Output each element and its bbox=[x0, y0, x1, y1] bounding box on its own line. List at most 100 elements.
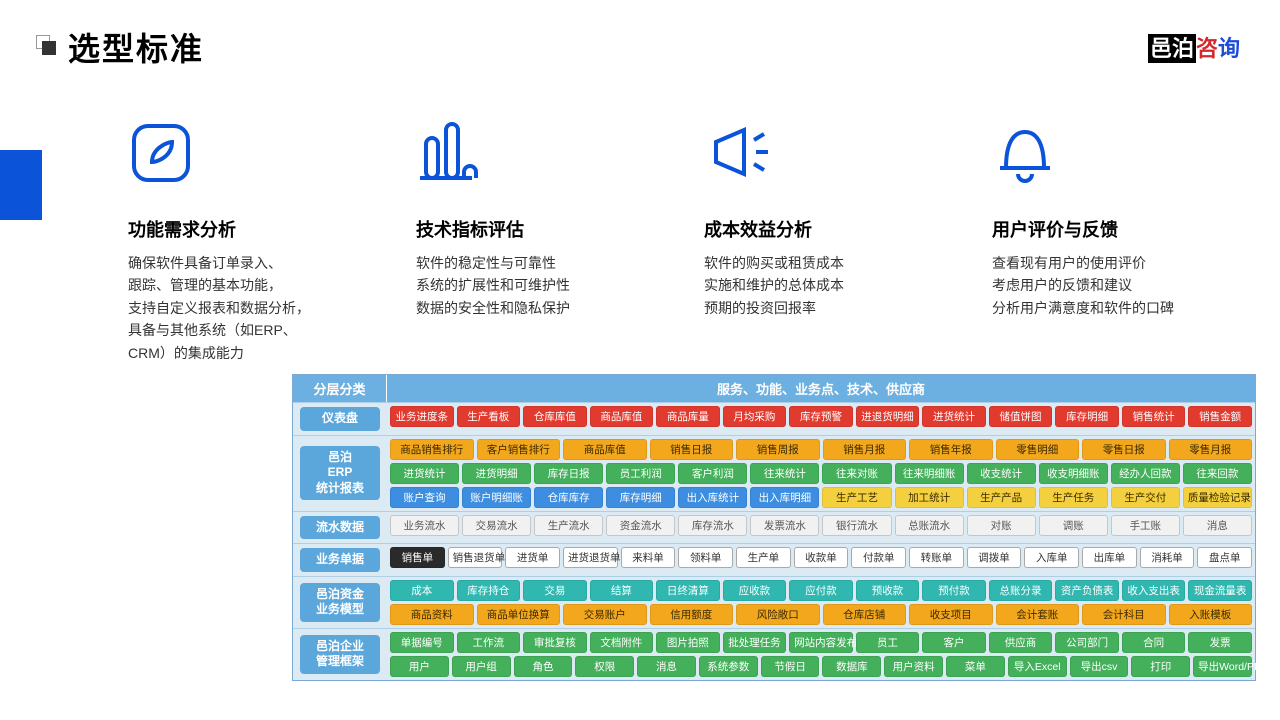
tag: 仓库店铺 bbox=[823, 604, 907, 625]
diagram-row-label-cell: 邑泊 ERP 统计报表 bbox=[293, 436, 387, 511]
tag: 发票流水 bbox=[750, 515, 819, 536]
tag: 出入库统计 bbox=[678, 487, 747, 508]
tag: 交易流水 bbox=[462, 515, 531, 536]
tag: 客户 bbox=[922, 632, 986, 653]
tag: 进货明细 bbox=[462, 463, 531, 484]
leaf-rounded-square-icon bbox=[128, 120, 386, 192]
tag-line: 商品资料商品单位换算交易账户信用额度风险敞口仓库店铺收支项目会计套账会计科目入账… bbox=[390, 604, 1252, 625]
diagram-row-label-cell: 邑泊资金 业务模型 bbox=[293, 577, 387, 628]
diagram-row: 流水数据业务流水交易流水生产流水资金流水库存流水发票流水银行流水总账流水对账调账… bbox=[293, 511, 1255, 544]
diagram-row-label: 邑泊企业 管理框架 bbox=[300, 635, 380, 674]
tag: 进货退货单 bbox=[563, 547, 618, 568]
col-title: 技术指标评估 bbox=[416, 216, 674, 242]
tag: 生产产品 bbox=[967, 487, 1036, 508]
tag: 账户查询 bbox=[390, 487, 459, 508]
header: 选型标准 邑泊咨询 bbox=[40, 24, 1240, 70]
tag: 交易 bbox=[523, 580, 587, 601]
tag: 库存流水 bbox=[678, 515, 747, 536]
diagram-row: 邑泊资金 业务模型成本库存持仓交易结算日终清算应收款应付款预收款预付款总账分录资… bbox=[293, 576, 1255, 628]
tag: 零售日报 bbox=[1082, 439, 1166, 460]
tag-line: 用户用户组角色权限消息系统参数节假日数据库用户资料菜单导入Excel导出csv打… bbox=[390, 656, 1252, 677]
tag: 调账 bbox=[1039, 515, 1108, 536]
diagram-row-tags: 成本库存持仓交易结算日终清算应收款应付款预收款预付款总账分录资产负债表收入支出表… bbox=[387, 577, 1255, 628]
diagram-row-tags: 业务流水交易流水生产流水资金流水库存流水发票流水银行流水总账流水对账调账手工账消… bbox=[387, 512, 1255, 544]
tag: 仓库库存 bbox=[534, 487, 603, 508]
tag-line: 成本库存持仓交易结算日终清算应收款应付款预收款预付款总账分录资产负债表收入支出表… bbox=[390, 580, 1252, 601]
tag: 审批复核 bbox=[523, 632, 587, 653]
diagram-body: 仪表盘业务进度条生产看板仓库库值商品库值商品库量月均采购库存预警进退货明细进货统… bbox=[293, 402, 1255, 680]
diagram-row: 仪表盘业务进度条生产看板仓库库值商品库值商品库量月均采购库存预警进退货明细进货统… bbox=[293, 402, 1255, 435]
tag: 进货统计 bbox=[390, 463, 459, 484]
tag: 加工统计 bbox=[895, 487, 964, 508]
diagram-row-label-cell: 业务单据 bbox=[293, 544, 387, 576]
tag: 入库单 bbox=[1024, 547, 1079, 568]
col-desc: 确保软件具备订单录入、 跟踪、管理的基本功能， 支持自定义报表和数据分析， 具备… bbox=[128, 252, 386, 364]
diagram-header-right: 服务、功能、业务点、技术、供应商 bbox=[387, 375, 1255, 402]
tag: 商品库量 bbox=[656, 406, 720, 427]
col-technical: 技术指标评估 软件的稳定性与可靠性 系统的扩展性和可维护性 数据的安全性和隐私保… bbox=[416, 120, 674, 364]
tag-line: 业务流水交易流水生产流水资金流水库存流水发票流水银行流水总账流水对账调账手工账消… bbox=[390, 515, 1252, 536]
tag: 生产交付 bbox=[1111, 487, 1180, 508]
diagram-row-label: 仪表盘 bbox=[300, 407, 380, 431]
tag: 销售单 bbox=[390, 547, 445, 568]
page-title: 选型标准 bbox=[68, 24, 204, 70]
tag: 进货单 bbox=[505, 547, 560, 568]
tag-line: 业务进度条生产看板仓库库值商品库值商品库量月均采购库存预警进退货明细进货统计储值… bbox=[390, 406, 1252, 427]
tag: 经办人回款 bbox=[1111, 463, 1180, 484]
tag: 日终清算 bbox=[656, 580, 720, 601]
tag: 进退货明细 bbox=[856, 406, 920, 427]
tag: 客户销售排行 bbox=[477, 439, 561, 460]
tag: 消息 bbox=[637, 656, 696, 677]
tag: 预付款 bbox=[922, 580, 986, 601]
tag: 入账模板 bbox=[1169, 604, 1253, 625]
tag: 销售年报 bbox=[909, 439, 993, 460]
diagram-row-label: 流水数据 bbox=[300, 516, 380, 540]
tag-line: 单据编号工作流审批复核文档附件图片拍照批处理任务网站内容发布员工客户供应商公司部… bbox=[390, 632, 1252, 653]
tag: 员工利润 bbox=[606, 463, 675, 484]
diagram-header-left: 分层分类 bbox=[293, 375, 387, 402]
feature-columns: 功能需求分析 确保软件具备订单录入、 跟踪、管理的基本功能， 支持自定义报表和数… bbox=[128, 120, 1250, 364]
tag: 业务进度条 bbox=[390, 406, 454, 427]
tag: 风险敞口 bbox=[736, 604, 820, 625]
tag: 单据编号 bbox=[390, 632, 454, 653]
diagram-row-label-cell: 流水数据 bbox=[293, 512, 387, 544]
accent-bar bbox=[0, 150, 42, 220]
tag: 文档附件 bbox=[590, 632, 654, 653]
col-cost: 成本效益分析 软件的购买或租赁成本 实施和维护的总体成本 预期的投资回报率 bbox=[704, 120, 962, 364]
tag: 消息 bbox=[1183, 515, 1252, 536]
col-desc: 软件的购买或租赁成本 实施和维护的总体成本 预期的投资回报率 bbox=[704, 252, 962, 319]
tag: 库存持仓 bbox=[457, 580, 521, 601]
tag: 业务流水 bbox=[390, 515, 459, 536]
architecture-diagram: 分层分类 服务、功能、业务点、技术、供应商 仪表盘业务进度条生产看板仓库库值商品… bbox=[292, 374, 1256, 681]
tag: 角色 bbox=[514, 656, 573, 677]
tag: 收支项目 bbox=[909, 604, 993, 625]
tag: 发票 bbox=[1188, 632, 1252, 653]
tag: 商品资料 bbox=[390, 604, 474, 625]
tag: 往来统计 bbox=[750, 463, 819, 484]
tag: 批处理任务 bbox=[723, 632, 787, 653]
tag: 银行流水 bbox=[822, 515, 891, 536]
col-title: 功能需求分析 bbox=[128, 216, 386, 242]
tag: 生产看板 bbox=[457, 406, 521, 427]
megaphone-icon bbox=[704, 120, 962, 192]
title-marker-icon bbox=[40, 39, 56, 55]
diagram-row-label: 邑泊资金 业务模型 bbox=[300, 583, 380, 622]
diagram-header: 分层分类 服务、功能、业务点、技术、供应商 bbox=[293, 375, 1255, 402]
tag: 销售统计 bbox=[1122, 406, 1186, 427]
tag: 销售金额 bbox=[1188, 406, 1252, 427]
tag: 出入库明细 bbox=[750, 487, 819, 508]
bar-chart-icon bbox=[416, 120, 674, 192]
tag: 商品库值 bbox=[590, 406, 654, 427]
diagram-row-tags: 商品销售排行客户销售排行商品库值销售日报销售周报销售月报销售年报零售明细零售日报… bbox=[387, 436, 1255, 511]
tag: 月均采购 bbox=[723, 406, 787, 427]
tag: 资金流水 bbox=[606, 515, 675, 536]
diagram-row-label-cell: 仪表盘 bbox=[293, 403, 387, 435]
tag: 收入支出表 bbox=[1122, 580, 1186, 601]
tag: 公司部门 bbox=[1055, 632, 1119, 653]
tag: 合同 bbox=[1122, 632, 1186, 653]
tag: 仓库库值 bbox=[523, 406, 587, 427]
tag: 会计科目 bbox=[1082, 604, 1166, 625]
tag: 进货统计 bbox=[922, 406, 986, 427]
tag: 往来明细账 bbox=[895, 463, 964, 484]
tag: 商品销售排行 bbox=[390, 439, 474, 460]
